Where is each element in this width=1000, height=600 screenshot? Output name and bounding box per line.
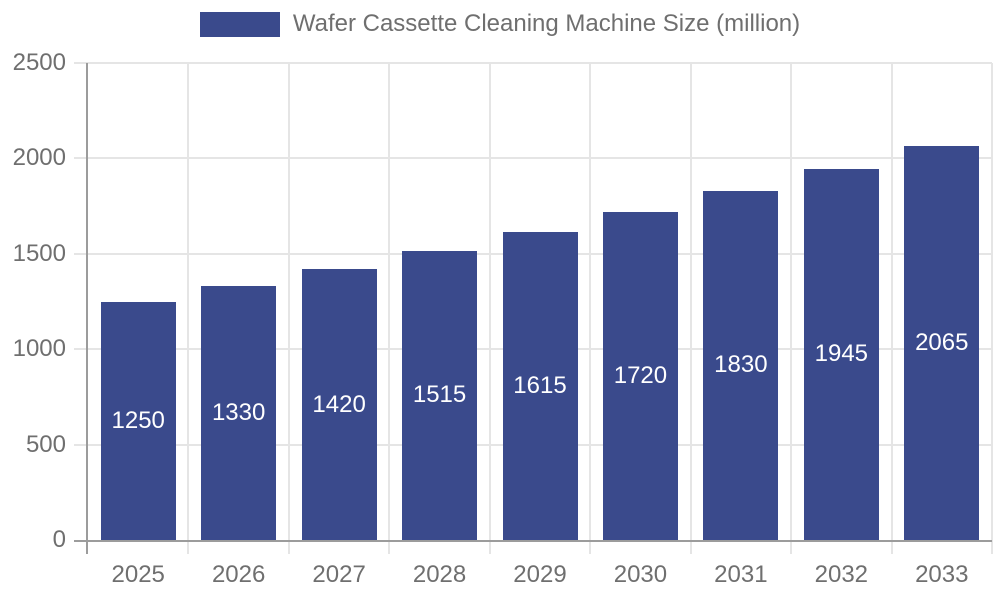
y-axis-label: 1000 (12, 335, 66, 363)
x-axis-label: 2025 (111, 561, 165, 588)
bar[interactable]: 1420 (301, 269, 377, 540)
x-gridline (287, 63, 290, 540)
x-axis-label: 2030 (613, 561, 668, 588)
x-axis-label: 2028 (412, 561, 467, 588)
bar[interactable]: 1330 (201, 286, 277, 540)
legend-label: Wafer Cassette Cleaning Machine Size (mi… (292, 10, 801, 37)
x-axis-label: 2031 (714, 561, 768, 588)
bar-value-label: 1615 (513, 371, 567, 399)
legend-swatch (199, 11, 280, 37)
y-tick-mark (74, 157, 88, 160)
x-tick-mark (187, 540, 190, 554)
y-tick-mark (74, 443, 88, 446)
y-axis-line (86, 63, 88, 554)
bar-value-label: 1250 (111, 406, 165, 434)
bar-value-label: 1515 (412, 381, 467, 409)
bar[interactable]: 1720 (602, 211, 678, 540)
bar-value-label: 1330 (211, 399, 266, 427)
x-tick-mark (488, 540, 491, 554)
y-axis-label: 1500 (12, 239, 66, 267)
x-tick-mark (991, 540, 993, 554)
x-gridline (689, 63, 692, 540)
bar[interactable]: 2065 (904, 145, 980, 540)
y-axis-label: 0 (52, 526, 66, 553)
x-axis-label: 2032 (814, 561, 869, 588)
bar[interactable]: 1515 (402, 250, 478, 540)
x-axis-line (74, 540, 992, 542)
y-axis-label: 2000 (12, 144, 66, 172)
x-axis-label: 2027 (312, 561, 366, 588)
y-tick-mark (74, 348, 88, 351)
bar[interactable]: 1945 (803, 168, 879, 540)
x-axis-label: 2029 (513, 561, 567, 588)
x-tick-mark (689, 540, 692, 554)
bar[interactable]: 1250 (100, 301, 176, 540)
y-gridline (88, 62, 992, 64)
bar[interactable]: 1830 (703, 190, 779, 540)
x-gridline (488, 63, 491, 540)
bar[interactable]: 1615 (502, 231, 578, 540)
x-tick-mark (790, 540, 793, 554)
bar-value-label: 1720 (613, 361, 668, 389)
x-gridline (388, 63, 391, 540)
bar-value-label: 1420 (312, 390, 366, 418)
bar-value-label: 1945 (814, 340, 869, 368)
y-axis-label: 500 (25, 430, 66, 458)
x-gridline (589, 63, 592, 540)
y-gridline (88, 157, 992, 160)
x-gridline (991, 63, 993, 540)
y-axis-label: 2500 (12, 49, 66, 76)
x-axis-label: 2033 (915, 561, 969, 588)
x-tick-mark (589, 540, 592, 554)
x-axis-label: 2026 (211, 561, 266, 588)
x-tick-mark (287, 540, 290, 554)
y-tick-mark (74, 252, 88, 255)
x-gridline (890, 63, 893, 540)
legend[interactable]: Wafer Cassette Cleaning Machine Size (mi… (0, 10, 1000, 38)
x-gridline (187, 63, 190, 540)
y-tick-mark (74, 62, 88, 64)
x-gridline (790, 63, 793, 540)
bar-value-label: 2065 (915, 328, 969, 356)
x-tick-mark (890, 540, 893, 554)
x-tick-mark (388, 540, 391, 554)
bar-value-label: 1830 (714, 351, 768, 379)
